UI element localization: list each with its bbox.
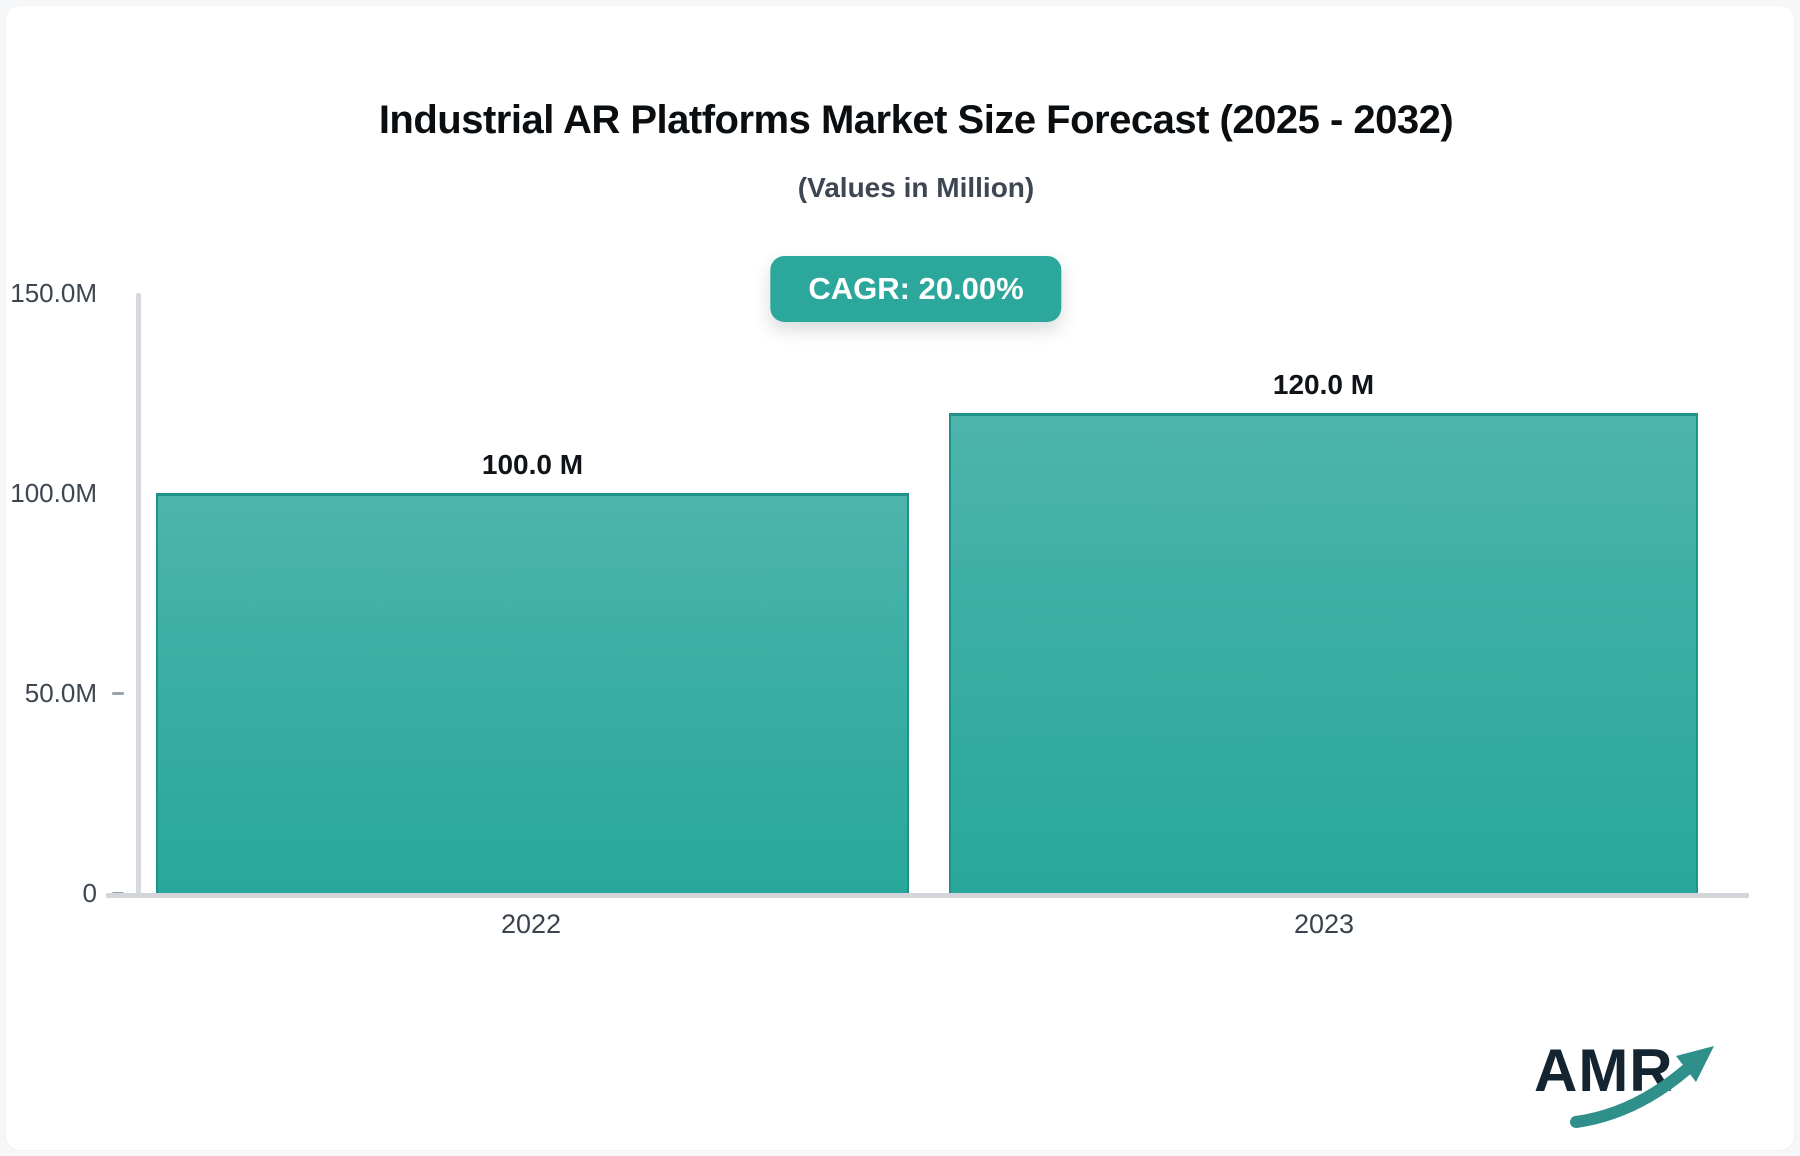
chart-title: Industrial AR Platforms Market Size Fore… — [378, 98, 1454, 142]
cagr-badge: CAGR: 20.00% — [770, 256, 1062, 322]
y-tick-150m: 150.0M — [6, 277, 124, 308]
bar-group-2023: 120.0 M — [949, 369, 1698, 893]
bar-2023[interactable] — [949, 413, 1698, 893]
growth-arrow-icon — [1570, 1046, 1714, 1128]
bar-2022[interactable] — [156, 493, 909, 893]
y-tick-label: 0 — [82, 877, 97, 908]
y-tick-50m: 50.0M — [6, 677, 124, 708]
amr-logo: AMR — [1534, 1036, 1734, 1136]
tick-mark — [112, 691, 124, 695]
y-tick-label: 50.0M — [24, 677, 97, 708]
x-axis-label-2022: 2022 — [500, 909, 562, 939]
bar-value-label: 120.0 M — [1272, 369, 1375, 400]
x-axis-label-2023: 2023 — [1293, 909, 1355, 939]
plot-area: 100.0 M 120.0 M — [138, 293, 1749, 893]
bar-group-2022: 100.0 M — [156, 449, 909, 893]
y-tick-100m: 100.0M — [6, 477, 124, 508]
y-axis-line — [136, 293, 141, 897]
x-axis-line — [106, 893, 1749, 898]
chart-subtitle: (Values in Million) — [797, 172, 1035, 203]
y-tick-label: 150.0M — [10, 277, 97, 308]
y-tick-label: 100.0M — [10, 477, 97, 508]
chart-card: Industrial AR Platforms Market Size Fore… — [6, 6, 1794, 1150]
bar-value-label: 100.0 M — [481, 449, 584, 480]
